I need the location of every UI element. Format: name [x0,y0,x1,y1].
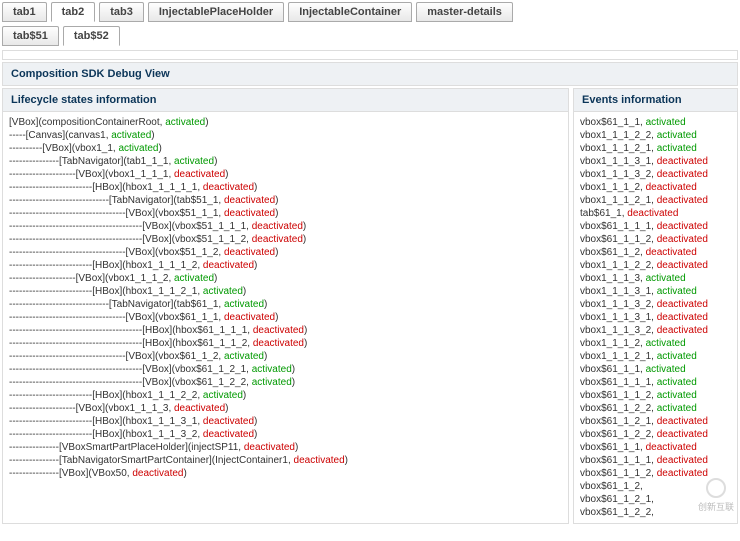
lifecycle-line: --------------------[VBox](vbox1_1_1_3, … [9,402,562,415]
lifecycle-line: -------------------------[HBox](hbox1_1_… [9,389,562,402]
event-line: vbox$61_1_2, deactivated [580,246,731,259]
event-line: vbox$61_1_2_1, [580,493,731,506]
lifecycle-panel: Lifecycle states information [VBox](comp… [2,88,569,524]
event-line: vbox$61_1_1_1, deactivated [580,454,731,467]
events-panel-header: Events information [574,89,737,112]
event-line: vbox1_1_1_2_2, activated [580,129,731,142]
event-line: vbox1_1_1_3, activated [580,272,731,285]
event-line: vbox1_1_1_3_1, activated [580,285,731,298]
top-tab-master-details[interactable]: master-details [416,2,513,22]
lifecycle-line: [VBox](compositionContainerRoot, activat… [9,116,562,129]
lifecycle-line: ------------------------------[TabNaviga… [9,298,562,311]
lifecycle-line: ---------------[VBoxSmartPartPlaceHolder… [9,441,562,454]
top-tab-tab3[interactable]: tab3 [99,2,144,22]
event-line: vbox$61_1_1_1, deactivated [580,220,731,233]
lifecycle-line: ----------------------------------------… [9,363,562,376]
event-line: vbox1_1_1_2, activated [580,337,731,350]
lifecycle-line: ----------------------------------------… [9,376,562,389]
lifecycle-line: ----------------------------------------… [9,233,562,246]
event-line: vbox1_1_1_3_1, deactivated [580,155,731,168]
event-line: vbox1_1_1_3_1, deactivated [580,311,731,324]
events-panel: Events information vbox$61_1_1, activate… [573,88,738,524]
event-line: vbox1_1_1_3_2, deactivated [580,168,731,181]
event-line: vbox1_1_1_3_2, deactivated [580,298,731,311]
lifecycle-line: ----------------------------------------… [9,324,562,337]
toolbar-spacer [2,50,738,60]
lifecycle-line: ---------------[TabNavigator](tab1_1_1, … [9,155,562,168]
lifecycle-line: --------------------[VBox](vbox1_1_1_2, … [9,272,562,285]
event-line: vbox1_1_1_2_2, deactivated [580,259,731,272]
event-line: vbox1_1_1_2_1, deactivated [580,194,731,207]
event-line: vbox$61_1_1_2, activated [580,389,731,402]
lifecycle-line: ---------------[TabNavigatorSmartPartCon… [9,454,562,467]
sub-tab-tab$51[interactable]: tab$51 [2,26,59,46]
event-line: vbox$61_1_1, deactivated [580,441,731,454]
lifecycle-line: -----------------------------------[VBox… [9,311,562,324]
lifecycle-panel-header: Lifecycle states information [3,89,568,112]
event-line: vbox$61_1_2_2, deactivated [580,428,731,441]
lifecycle-line: ------------------------------[TabNaviga… [9,194,562,207]
event-line: vbox$61_1_2, [580,480,731,493]
events-panel-body: vbox$61_1_1, activatedvbox1_1_1_2_2, act… [574,112,737,523]
panels-container: Lifecycle states information [VBox](comp… [2,88,738,524]
lifecycle-line: -------------------------[HBox](hbox1_1_… [9,415,562,428]
lifecycle-line: -----------------------------------[VBox… [9,350,562,363]
event-line: vbox1_1_1_3_2, deactivated [580,324,731,337]
lifecycle-line: -----[Canvas](canvas1, activated) [9,129,562,142]
event-line: vbox$61_1_1_1, activated [580,376,731,389]
lifecycle-line: ----------------------------------------… [9,337,562,350]
lifecycle-line: -----------------------------------[VBox… [9,246,562,259]
lifecycle-line: -------------------------[HBox](hbox1_1_… [9,428,562,441]
event-line: vbox1_1_1_2_1, activated [580,350,731,363]
event-line: vbox$61_1_2_2, activated [580,402,731,415]
event-line: vbox$61_1_1, activated [580,363,731,376]
top-tab-InjectablePlaceHolder[interactable]: InjectablePlaceHolder [148,2,284,22]
event-line: vbox$61_1_1_2, deactivated [580,467,731,480]
lifecycle-panel-body: [VBox](compositionContainerRoot, activat… [3,112,568,484]
lifecycle-line: ----------[VBox](vbox1_1, activated) [9,142,562,155]
event-line: vbox$61_1_1, activated [580,116,731,129]
event-line: vbox$61_1_2_2, [580,506,731,519]
lifecycle-line: -------------------------[HBox](hbox1_1_… [9,259,562,272]
lifecycle-line: -----------------------------------[VBox… [9,207,562,220]
top-tab-row: tab1tab2tab3InjectablePlaceHolderInjecta… [0,0,740,24]
sub-tab-row: tab$51tab$52 [0,24,740,48]
lifecycle-line: ----------------------------------------… [9,220,562,233]
top-tab-tab2[interactable]: tab2 [51,2,96,22]
event-line: vbox1_1_1_2, deactivated [580,181,731,194]
top-tab-tab1[interactable]: tab1 [2,2,47,22]
event-line: vbox1_1_1_2_1, activated [580,142,731,155]
lifecycle-line: --------------------[VBox](vbox1_1_1_1, … [9,168,562,181]
event-line: tab$61_1, deactivated [580,207,731,220]
event-line: vbox$61_1_1_2, deactivated [580,233,731,246]
lifecycle-line: ---------------[VBox](VBox50, deactivate… [9,467,562,480]
event-line: vbox$61_1_2_1, deactivated [580,415,731,428]
top-tab-InjectableContainer[interactable]: InjectableContainer [288,2,412,22]
lifecycle-line: -------------------------[HBox](hbox1_1_… [9,285,562,298]
lifecycle-line: -------------------------[HBox](hbox1_1_… [9,181,562,194]
debug-view-title: Composition SDK Debug View [2,62,738,86]
sub-tab-tab$52[interactable]: tab$52 [63,26,120,46]
